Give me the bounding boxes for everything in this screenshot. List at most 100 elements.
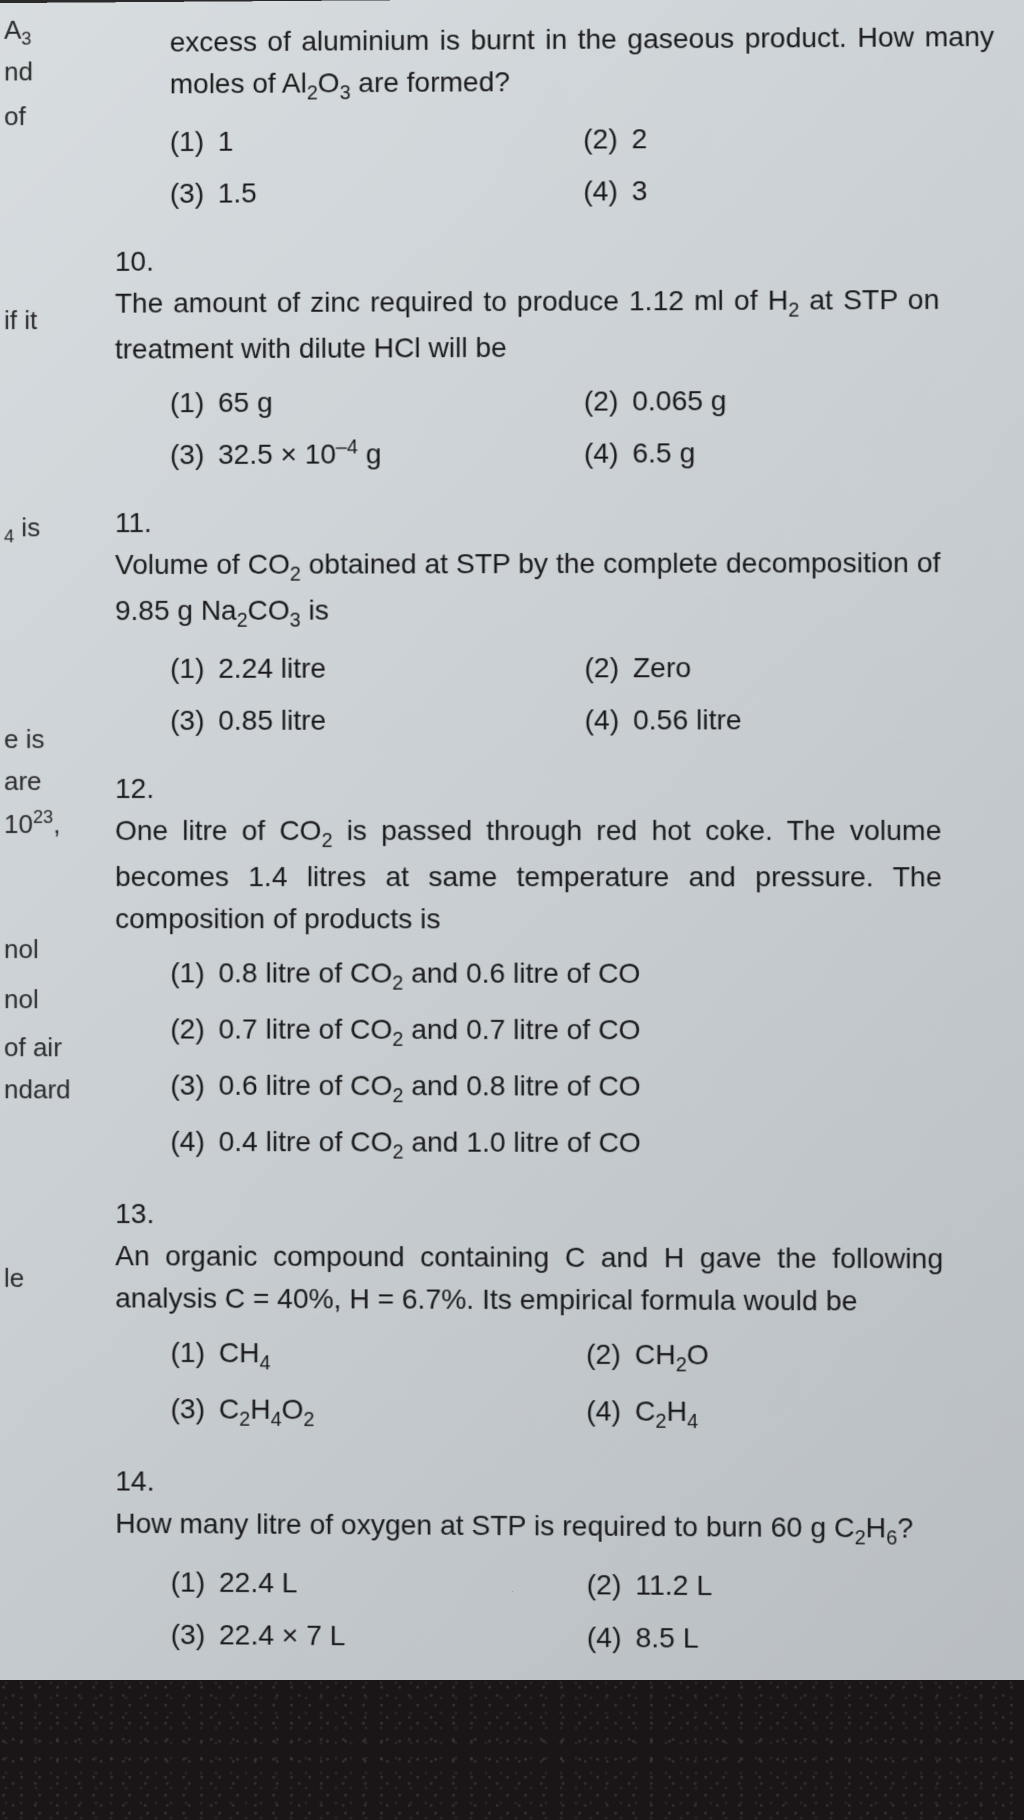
q13-text: 13. An organic compound containing C and… [115, 1193, 1004, 1323]
option: (3)32.5 × 10–4 g [170, 433, 584, 477]
option: (2)CH2O [586, 1334, 1005, 1382]
q14-num: 14. [115, 1460, 170, 1503]
margin-fragment: ndard [4, 1070, 71, 1109]
margin-fragment: 4 is [4, 508, 40, 550]
margin-fragment: nol [4, 930, 39, 969]
margin-fragment: of [4, 97, 26, 136]
margin-fragment: nol [4, 980, 39, 1019]
option-num: (4) [585, 700, 634, 742]
option-text: 0.85 litre [218, 705, 326, 736]
option-row: (3)1.5(4)3 [170, 168, 1000, 215]
option: (1)22.4 L [171, 1561, 587, 1606]
option-num: (4) [586, 1390, 635, 1433]
option-text: 1.5 [218, 177, 257, 208]
margin-fragment: le [4, 1259, 24, 1298]
q14-text: 14. How many litre of oxygen at STP is r… [115, 1460, 1005, 1554]
margin-fragment: nd [4, 53, 33, 92]
option-num: (2) [584, 647, 633, 689]
option: (4)3 [583, 168, 1000, 212]
option-text: 1 [218, 126, 234, 157]
option-text: C2H4O2 [219, 1394, 315, 1426]
option-num: (1) [171, 1561, 219, 1604]
option: (2)11.2 L [587, 1564, 1006, 1609]
option-text: 22.4 L [219, 1567, 297, 1599]
option-text: 2.24 litre [218, 653, 326, 684]
option-num: (3) [170, 434, 218, 476]
q9-text: excess of aluminium is burnt in the gase… [115, 16, 1000, 110]
option-row: (1)0.8 litre of CO2 and 0.6 litre of CO [170, 952, 1003, 999]
q10-num: 10. [115, 241, 170, 283]
option-num: (2) [170, 1009, 218, 1051]
q13-num: 13. [115, 1193, 170, 1235]
option: (1)CH4 [171, 1332, 587, 1380]
option-row: (4)0.4 litre of CO2 and 1.0 litre of CO [170, 1121, 1004, 1170]
option-num: (2) [584, 380, 633, 422]
margin-fragment: are [4, 762, 42, 801]
option-num: (1) [170, 121, 218, 163]
option-text: 0.56 litre [633, 704, 742, 735]
q10-body: The amount of zinc required to produce 1… [115, 279, 940, 371]
option-num: (4) [587, 1617, 636, 1660]
option: (1)2.24 litre [170, 647, 584, 690]
q11-text: 11. Volume of CO2 obtained at STP by the… [115, 500, 1002, 636]
option: (3)1.5 [170, 171, 584, 215]
option: (2)2 [583, 116, 1000, 161]
option-num: (3) [170, 700, 218, 742]
option-text: Zero [633, 652, 691, 683]
margin-fragment: of air [4, 1028, 62, 1067]
option: (2)0.065 g [584, 379, 1001, 423]
left-margin-fragments: A3ndofif it4 ise isare1023,nolnolof airn… [0, 2, 85, 1683]
q13-body: An organic compound containing C and H g… [115, 1235, 943, 1323]
option-num: (2) [586, 1334, 635, 1377]
q11-options: (1)2.24 litre(2)Zero(3)0.85 litre(4)0.56… [170, 647, 1002, 742]
q14-body: How many litre of oxygen at STP is requi… [115, 1503, 944, 1554]
option-text: 0.4 litre of CO2 and 1.0 litre of CO [219, 1126, 641, 1158]
option-row: (2)0.7 litre of CO2 and 0.7 litre of CO [170, 1009, 1003, 1057]
option: (3)C2H4O2 [171, 1388, 587, 1436]
option-text: 32.5 × 10–4 g [218, 439, 381, 471]
margin-fragment: e is [4, 720, 44, 759]
option-text: 8.5 L [635, 1622, 698, 1654]
q10-options: (1)65 g(2)0.065 g(3)32.5 × 10–4 g(4)6.5 … [170, 379, 1001, 476]
option-num: (3) [171, 1614, 219, 1657]
q12-options: (1)0.8 litre of CO2 and 0.6 litre of CO(… [170, 952, 1004, 1169]
q14-options: (1)22.4 L(2)11.2 L(3)22.4 × 7 L(4)8.5 L [171, 1561, 1006, 1662]
option-num: (3) [170, 173, 218, 215]
option: (4)6.5 g [584, 431, 1001, 475]
option-num: (1) [171, 1332, 219, 1374]
q12-body: One litre of CO2 is passed through red h… [115, 810, 942, 941]
option-row: (1)65 g(2)0.065 g [170, 379, 1001, 424]
option-text: 11.2 L [635, 1569, 712, 1601]
option-text: 0.8 litre of CO2 and 0.6 litre of CO [218, 958, 640, 990]
q12-num: 12. [115, 768, 170, 810]
table-surface-texture [0, 1680, 1024, 1820]
option: (4)C2H4 [586, 1390, 1005, 1439]
option-num: (1) [170, 952, 218, 994]
content-column: excess of aluminium is burnt in the gase… [115, 16, 1007, 1750]
option: (1)0.8 litre of CO2 and 0.6 litre of CO [170, 952, 1003, 999]
option-text: 0.7 litre of CO2 and 0.7 litre of CO [219, 1014, 641, 1046]
q12-text: 12. One litre of CO2 is passed through r… [115, 768, 1003, 942]
option-num: (1) [170, 382, 218, 424]
margin-fragment: 1023, [4, 804, 60, 844]
option: (3)0.6 litre of CO2 and 0.8 litre of CO [170, 1065, 1003, 1113]
option-text: 3 [632, 175, 648, 206]
option-num: (3) [170, 1065, 218, 1107]
option-num: (2) [587, 1564, 636, 1607]
option-text: 2 [632, 123, 648, 154]
option-num: (1) [170, 648, 218, 690]
option-row: (1)22.4 L(2)11.2 L [171, 1561, 1006, 1609]
option-num: (3) [171, 1388, 219, 1431]
option: (4)0.4 litre of CO2 and 1.0 litre of CO [170, 1121, 1004, 1170]
option-row: (1)2.24 litre(2)Zero [170, 647, 1002, 690]
option-row: (3)C2H4O2(4)C2H4 [171, 1388, 1006, 1439]
option-text: 0.065 g [632, 385, 726, 416]
option: (2)0.7 litre of CO2 and 0.7 litre of CO [170, 1009, 1003, 1057]
option-text: 6.5 g [632, 437, 695, 468]
option-text: 0.6 litre of CO2 and 0.8 litre of CO [219, 1070, 641, 1102]
option-row: (1)1 (2)2 [170, 116, 1000, 163]
option: (3)22.4 × 7 L [171, 1614, 587, 1659]
option: (3)0.85 litre [170, 700, 585, 743]
option-text: CH2O [635, 1339, 709, 1371]
option-text: C2H4 [635, 1396, 698, 1428]
